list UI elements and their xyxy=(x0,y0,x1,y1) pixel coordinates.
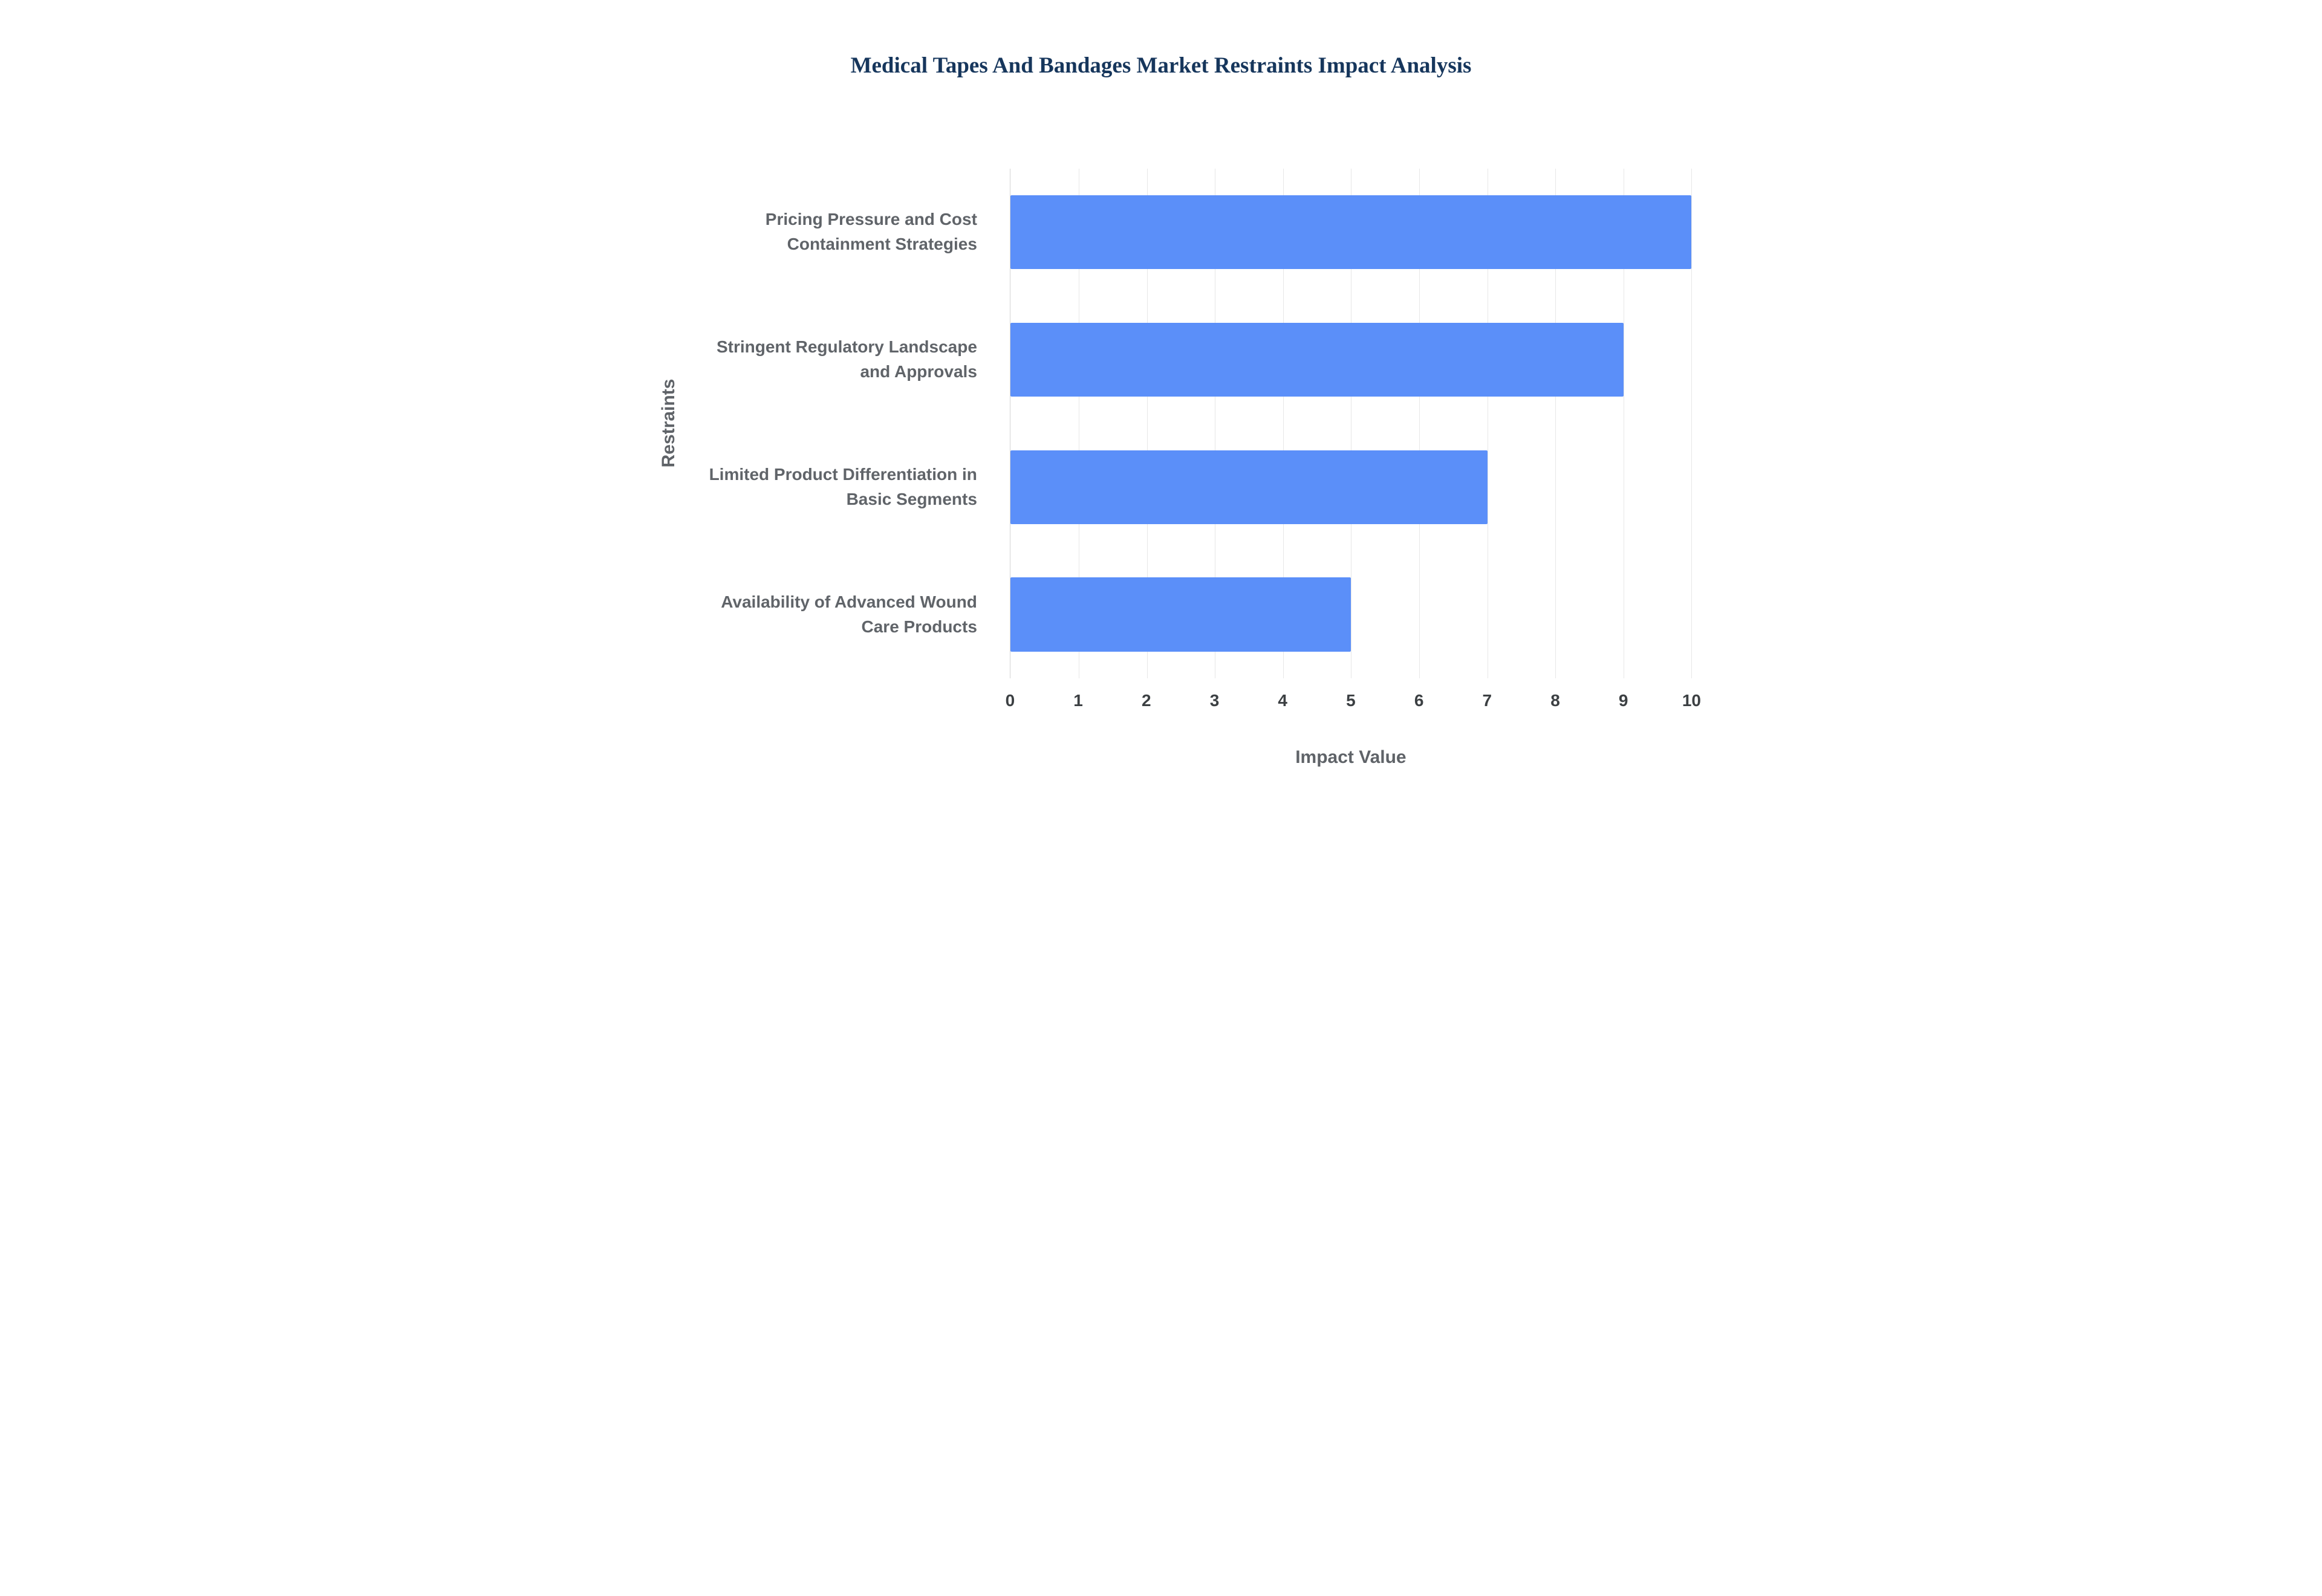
bar xyxy=(1010,450,1488,524)
x-tick-label: 4 xyxy=(1278,691,1287,710)
category-label: Stringent Regulatory Landscape and Appro… xyxy=(716,337,977,381)
bar xyxy=(1010,322,1624,397)
x-tick-label: 9 xyxy=(1618,691,1628,710)
y-category-labels: Pricing Pressure and Cost Containment St… xyxy=(598,169,988,678)
gridline xyxy=(1555,168,1556,678)
x-tick-labels: 0 1 2 3 4 5 6 7 8 9 10 xyxy=(1006,691,1701,713)
category-label: Availability of Advanced Wound Care Prod… xyxy=(721,592,977,636)
x-tick-label: 5 xyxy=(1346,691,1356,710)
category-label: Limited Product Differentiation in Basic… xyxy=(709,465,977,508)
chart-container: Medical Tapes And Bandages Market Restra… xyxy=(580,0,1742,798)
category-label: Pricing Pressure and Cost Containment St… xyxy=(765,210,977,253)
x-axis-title: Impact Value xyxy=(1295,747,1407,767)
gridline xyxy=(1691,168,1693,678)
plot-area xyxy=(1010,168,1693,678)
chart-title: Medical Tapes And Bandages Market Restra… xyxy=(850,53,1472,79)
x-tick-label: 3 xyxy=(1209,691,1220,710)
x-tick-label: 7 xyxy=(1482,691,1492,710)
x-tick-label: 10 xyxy=(1682,691,1701,710)
x-tick-label: 1 xyxy=(1073,691,1083,710)
x-tick-label: 2 xyxy=(1142,691,1151,710)
bar xyxy=(1010,195,1692,270)
gridline xyxy=(1419,168,1420,678)
x-tick-label: 8 xyxy=(1550,691,1560,710)
x-tick-label: 0 xyxy=(1005,691,1015,710)
gridline xyxy=(1146,168,1148,678)
bar xyxy=(1010,577,1351,652)
x-tick-label: 6 xyxy=(1414,691,1424,710)
gridline xyxy=(1283,168,1284,678)
